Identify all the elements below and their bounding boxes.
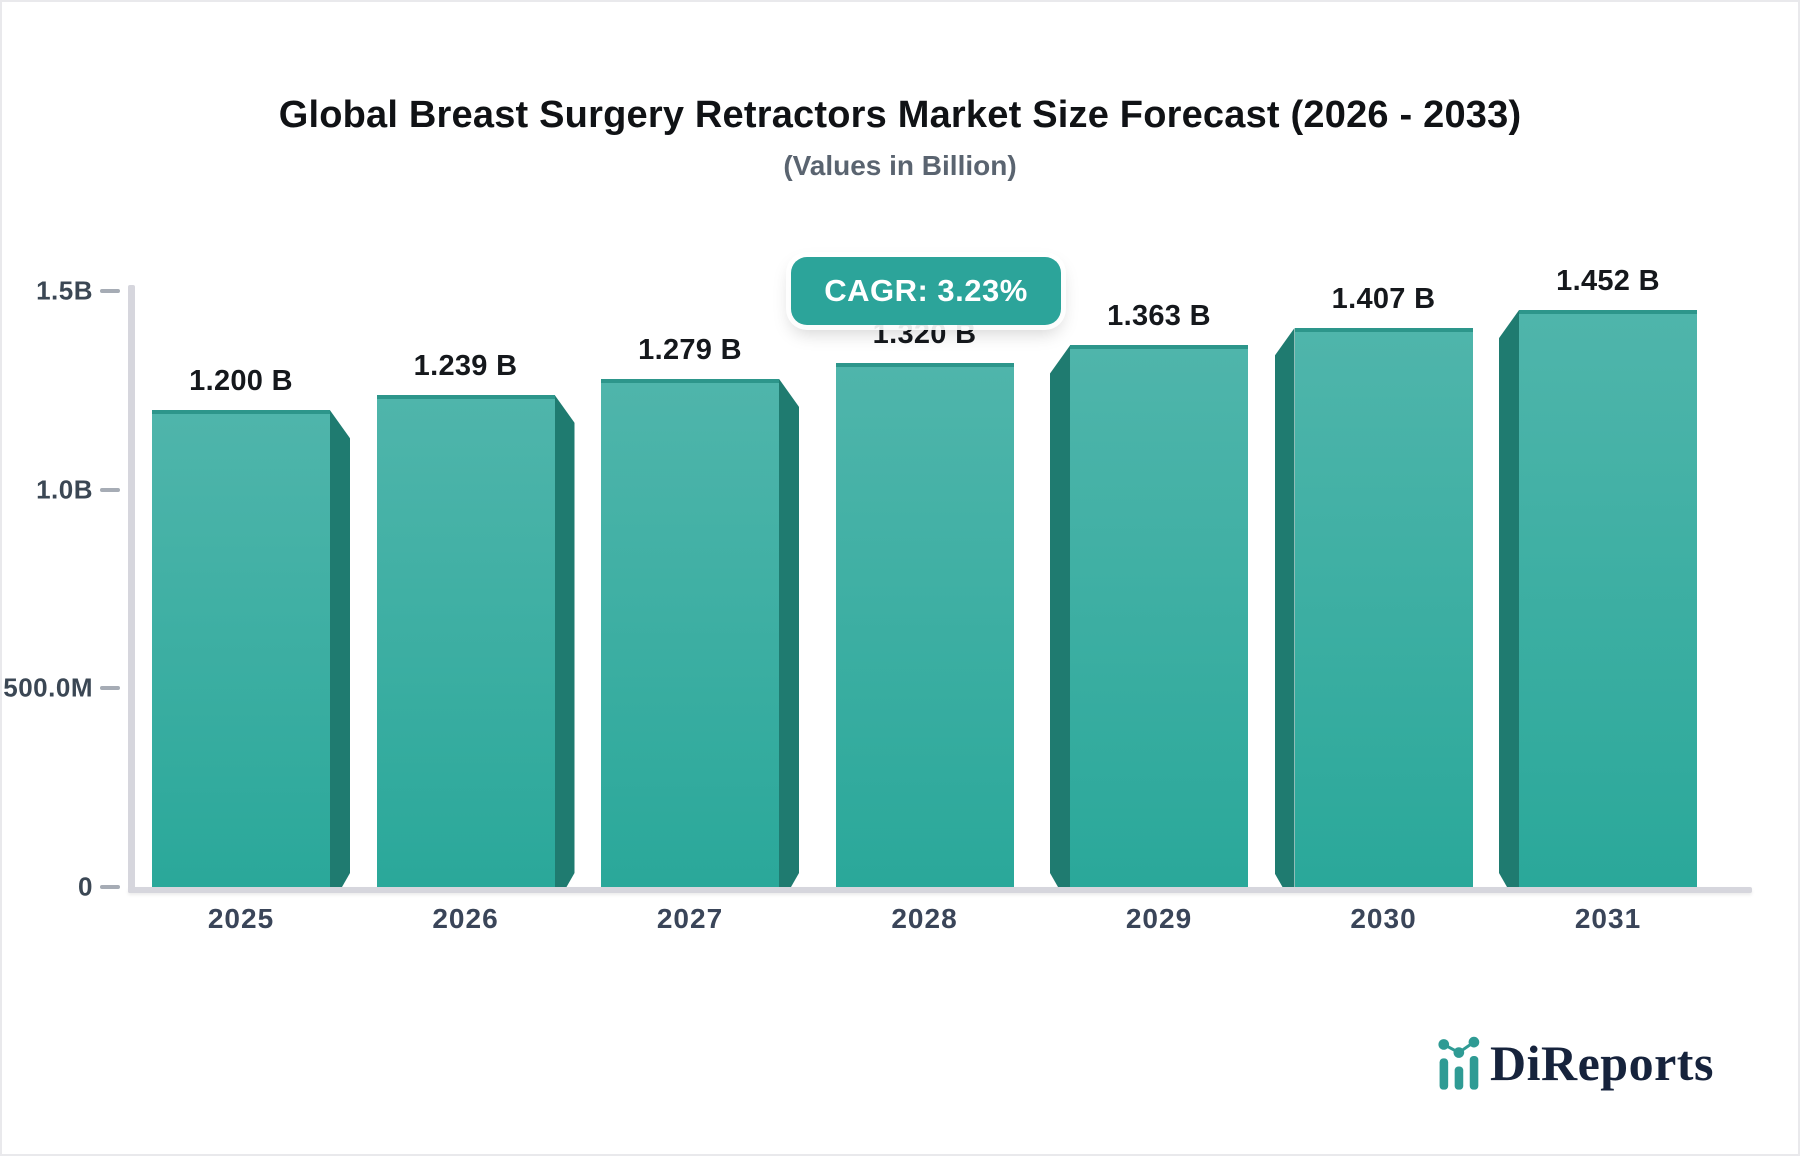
y-tick-mark xyxy=(100,289,120,293)
bar-value-label-2030: 1.407 B xyxy=(1331,282,1436,315)
y-tick-mark xyxy=(100,686,120,691)
bar-3d-side-2025 xyxy=(330,410,350,887)
y-axis-line xyxy=(128,285,135,893)
y-tick-mark xyxy=(100,487,120,492)
x-axis-label-2027: 2027 xyxy=(656,903,724,934)
cagr-badge-label: CAGR: 3.23% xyxy=(824,273,1028,308)
bar-group-2027: 1.279 B 2027 xyxy=(601,334,799,934)
bar-2031 xyxy=(1519,310,1697,887)
y-tick-mark xyxy=(100,885,120,889)
x-axis-label-2026: 2026 xyxy=(432,903,499,934)
y-tick-label-1.0B: 1.0B xyxy=(36,474,93,505)
bar-3d-side-2030 xyxy=(1275,328,1295,887)
bar-group-2029: 1.363 B 2029 xyxy=(1050,300,1248,934)
bar-group-2026: 1.239 B 2026 xyxy=(376,350,575,934)
bar-2029 xyxy=(1070,345,1248,887)
bar-3d-side-2026 xyxy=(555,395,575,887)
bar-3d-side-2029 xyxy=(1050,345,1070,887)
x-axis-label-2029: 2029 xyxy=(1125,903,1193,934)
bar-group-2031: 1.452 B 2031 xyxy=(1499,265,1697,934)
bar-2026 xyxy=(376,394,555,887)
bar-group-2028: 1.320 B 2028 xyxy=(826,318,1024,934)
chart-subtitle: (Values in Billion) xyxy=(783,150,1017,181)
y-tick-label-500.0M: 500.0M xyxy=(3,672,93,703)
bar-3d-side-2031 xyxy=(1499,310,1519,887)
x-axis-label-2030: 2030 xyxy=(1350,903,1417,934)
y-tick-label-1.5B: 1.5B xyxy=(36,275,93,306)
bar-value-label-2031: 1.452 B xyxy=(1556,265,1660,298)
y-tick-label-0: 0 xyxy=(78,871,93,902)
bar-line-chart-icon xyxy=(1438,1036,1480,1090)
x-axis-line xyxy=(128,887,1752,893)
direports-logo-text: DiReports xyxy=(1490,1035,1714,1091)
chart-title: Global Breast Surgery Retractors Market … xyxy=(278,94,1522,136)
bar-group-2025: 1.200 B 2025 xyxy=(152,365,350,934)
x-axis-label-2025: 2025 xyxy=(207,903,275,934)
bar-3d-side-2027 xyxy=(779,379,799,887)
x-axis-label-2028: 2028 xyxy=(891,903,958,934)
bar-2027 xyxy=(601,378,779,887)
bar-value-label-2026: 1.239 B xyxy=(413,349,518,382)
bar-value-label-2029: 1.363 B xyxy=(1107,300,1211,333)
plot-area: 1.200 B 2025 1.239 B 2026 1.279 B 2027 1.320 B… xyxy=(132,265,1752,934)
bar-group-2030: 1.407 B 2030 xyxy=(1275,283,1473,934)
bar-2030 xyxy=(1294,327,1473,887)
bar-value-label-2027: 1.279 B xyxy=(638,333,742,366)
x-axis-label-2031: 2031 xyxy=(1574,903,1642,934)
bar-2025 xyxy=(152,410,330,887)
bar-value-label-2025: 1.200 B xyxy=(189,365,293,398)
cagr-badge: CAGR: 3.23% xyxy=(791,257,1061,325)
bar-2028 xyxy=(835,362,1014,887)
direports-logo: DiReports xyxy=(1436,1034,1714,1092)
